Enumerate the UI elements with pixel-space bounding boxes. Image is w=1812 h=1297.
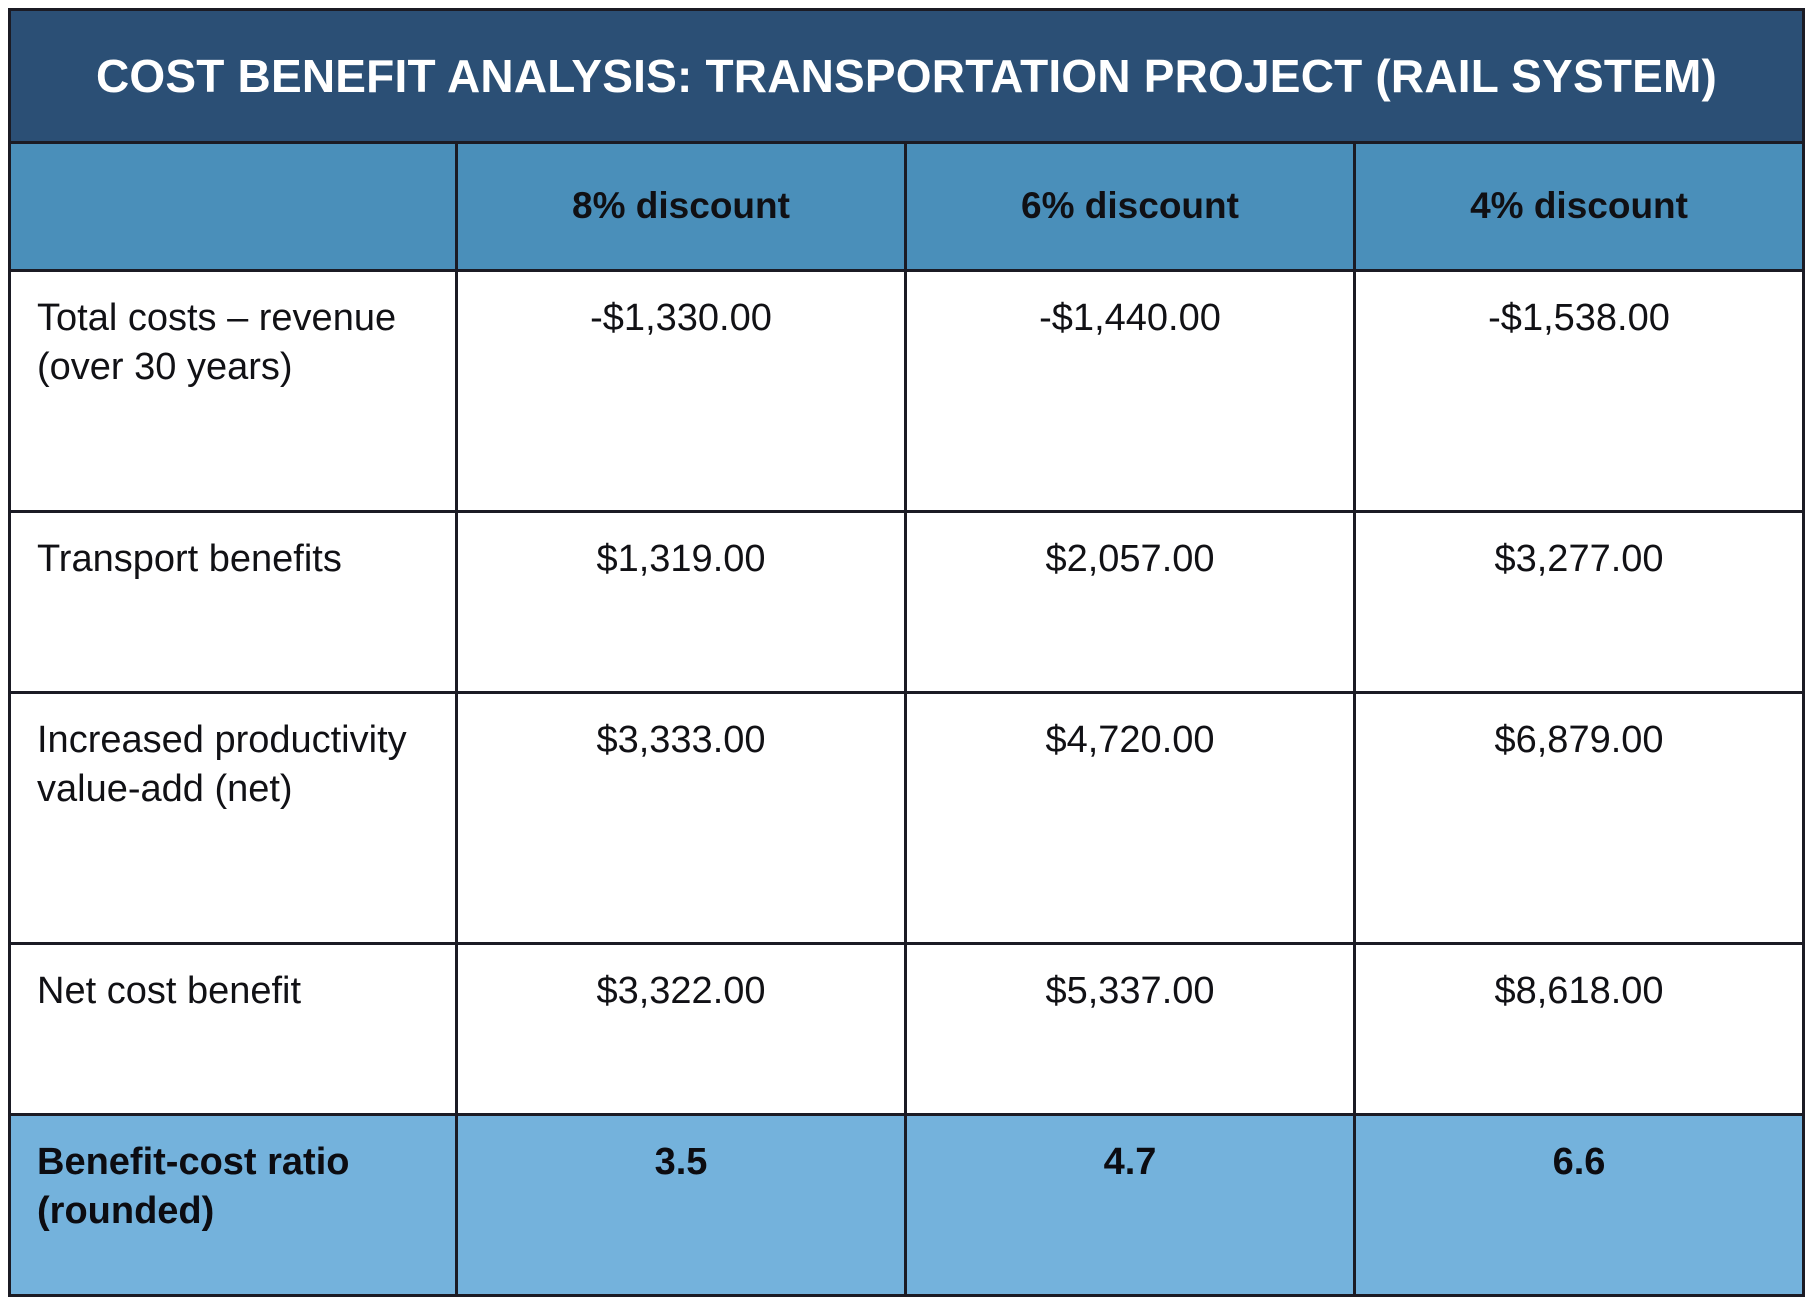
value-transport-benefits-6: $2,057.00 xyxy=(1045,538,1215,580)
row-label-cell-transport-benefits: Transport benefits xyxy=(8,510,458,694)
value-cell-transport-benefits-4: $3,277.00 xyxy=(1352,510,1806,694)
value-cell-total-costs-4: -$1,538.00 xyxy=(1352,269,1806,513)
cost-benefit-analysis-table: COST BENEFIT ANALYSIS: TRANSPORTATION PR… xyxy=(7,8,1806,1297)
value-cell-benefit-cost-ratio-4: 6.6 xyxy=(1352,1113,1806,1297)
table-row: Increased productivity value-add (net) $… xyxy=(8,691,1806,945)
value-total-costs-6: -$1,440.00 xyxy=(1039,297,1221,339)
value-cell-total-costs-8: -$1,330.00 xyxy=(455,269,907,513)
row-label-cell-net-cost-benefit: Net cost benefit xyxy=(8,942,458,1116)
row-label-cell-total-costs: Total costs – revenue (over 30 years) xyxy=(8,269,458,513)
value-net-cost-benefit-8: $3,322.00 xyxy=(596,970,766,1012)
row-label-net-cost-benefit: Net cost benefit xyxy=(37,970,302,1012)
value-total-costs-4: -$1,538.00 xyxy=(1488,297,1670,339)
value-total-costs-8: -$1,330.00 xyxy=(590,297,772,339)
value-cell-benefit-cost-ratio-8: 3.5 xyxy=(455,1113,907,1297)
table-total-row: Benefit-cost ratio (rounded) 3.5 4.7 6.6 xyxy=(8,1113,1806,1297)
cost-benefit-table-wrapper: COST BENEFIT ANALYSIS: TRANSPORTATION PR… xyxy=(7,8,1806,1297)
table-page: COST BENEFIT ANALYSIS: TRANSPORTATION PR… xyxy=(7,8,1806,1297)
value-transport-benefits-4: $3,277.00 xyxy=(1494,538,1664,580)
row-label-cell-benefit-cost-ratio: Benefit-cost ratio (rounded) xyxy=(8,1113,458,1297)
value-transport-benefits-8: $1,319.00 xyxy=(596,538,766,580)
row-label-transport-benefits: Transport benefits xyxy=(37,538,342,580)
value-cell-net-cost-benefit-8: $3,322.00 xyxy=(455,942,907,1116)
column-header-discount-4: 4% discount xyxy=(1470,185,1688,227)
row-label-benefit-cost-ratio: Benefit-cost ratio (rounded) xyxy=(37,1141,350,1233)
header-cell-discount-6: 6% discount xyxy=(904,141,1356,272)
value-net-cost-benefit-6: $5,337.00 xyxy=(1045,970,1215,1012)
value-cell-increased-productivity-8: $3,333.00 xyxy=(455,691,907,945)
row-label-increased-productivity: Increased productivity value-add (net) xyxy=(37,719,407,810)
column-header-discount-6: 6% discount xyxy=(1021,185,1239,227)
row-label-cell-increased-productivity: Increased productivity value-add (net) xyxy=(8,691,458,945)
value-net-cost-benefit-4: $8,618.00 xyxy=(1494,970,1664,1012)
value-cell-increased-productivity-4: $6,879.00 xyxy=(1352,691,1806,945)
value-cell-benefit-cost-ratio-6: 4.7 xyxy=(904,1113,1356,1297)
value-benefit-cost-ratio-6: 4.7 xyxy=(1103,1141,1157,1183)
value-cell-transport-benefits-6: $2,057.00 xyxy=(904,510,1356,694)
table-row: Transport benefits $1,319.00 $2,057.00 $… xyxy=(8,510,1806,694)
value-increased-productivity-6: $4,720.00 xyxy=(1045,719,1215,761)
column-header-discount-8: 8% discount xyxy=(572,185,790,227)
value-benefit-cost-ratio-8: 3.5 xyxy=(654,1141,708,1183)
table-header-row: 8% discount 6% discount 4% discount xyxy=(8,141,1806,272)
header-cell-blank xyxy=(8,141,458,272)
table-title-row: COST BENEFIT ANALYSIS: TRANSPORTATION PR… xyxy=(7,8,1806,144)
page-title: COST BENEFIT ANALYSIS: TRANSPORTATION PR… xyxy=(96,49,1718,102)
table-row: Net cost benefit $3,322.00 $5,337.00 $8,… xyxy=(8,942,1806,1116)
value-benefit-cost-ratio-4: 6.6 xyxy=(1552,1141,1606,1183)
value-increased-productivity-4: $6,879.00 xyxy=(1494,719,1664,761)
header-cell-discount-4: 4% discount xyxy=(1352,141,1806,272)
row-label-total-costs: Total costs – revenue (over 30 years) xyxy=(37,297,397,388)
value-cell-transport-benefits-8: $1,319.00 xyxy=(455,510,907,694)
value-increased-productivity-8: $3,333.00 xyxy=(596,719,766,761)
value-cell-increased-productivity-6: $4,720.00 xyxy=(904,691,1356,945)
value-cell-net-cost-benefit-4: $8,618.00 xyxy=(1352,942,1806,1116)
value-cell-total-costs-6: -$1,440.00 xyxy=(904,269,1356,513)
table-row: Total costs – revenue (over 30 years) -$… xyxy=(8,269,1806,513)
header-cell-discount-8: 8% discount xyxy=(455,141,907,272)
table-title-cell: COST BENEFIT ANALYSIS: TRANSPORTATION PR… xyxy=(7,8,1806,144)
value-cell-net-cost-benefit-6: $5,337.00 xyxy=(904,942,1356,1116)
